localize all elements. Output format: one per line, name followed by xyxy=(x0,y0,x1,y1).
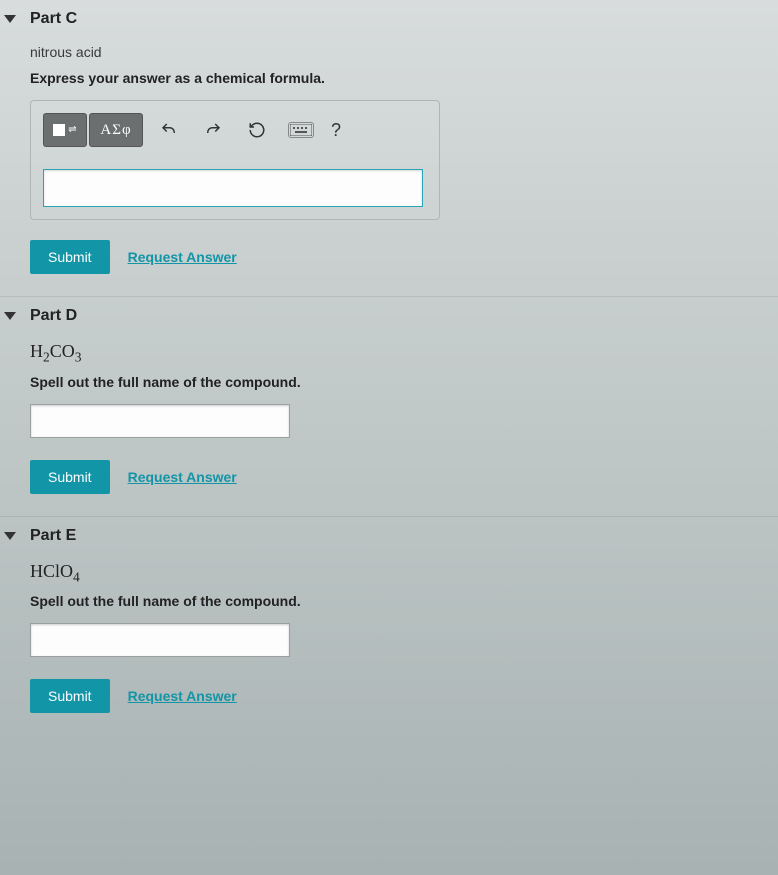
undo-button[interactable] xyxy=(151,113,187,147)
part-c-title: Part C xyxy=(30,10,77,28)
part-e-actions: Submit Request Answer xyxy=(30,679,748,713)
part-e-formula: HClO4 xyxy=(30,561,748,586)
part-e-title: Part E xyxy=(30,527,76,545)
chemistry-icon: ⇌ xyxy=(53,124,76,136)
part-e-section: Part E HClO4 Spell out the full name of … xyxy=(0,517,778,736)
submit-button[interactable]: Submit xyxy=(30,460,110,494)
redo-button[interactable] xyxy=(195,113,231,147)
request-answer-link[interactable]: Request Answer xyxy=(128,688,237,704)
part-c-instruction: Express your answer as a chemical formul… xyxy=(30,70,748,86)
part-c-prompt: nitrous acid xyxy=(30,44,748,60)
name-answer-input[interactable] xyxy=(30,623,290,657)
part-d-formula: H2CO3 xyxy=(30,341,748,366)
keyboard-button[interactable] xyxy=(283,113,319,147)
greek-symbols-button[interactable]: ΑΣφ xyxy=(89,113,143,147)
part-c-actions: Submit Request Answer xyxy=(30,240,748,274)
reset-button[interactable] xyxy=(239,113,275,147)
caret-down-icon xyxy=(4,312,16,320)
part-d-section: Part D H2CO3 Spell out the full name of … xyxy=(0,297,778,517)
part-d-header[interactable]: Part D xyxy=(0,307,748,325)
request-answer-link[interactable]: Request Answer xyxy=(128,249,237,265)
part-d-actions: Submit Request Answer xyxy=(30,460,748,494)
caret-down-icon xyxy=(4,532,16,540)
submit-button[interactable]: Submit xyxy=(30,240,110,274)
part-d-title: Part D xyxy=(30,307,77,325)
submit-button[interactable]: Submit xyxy=(30,679,110,713)
chemistry-template-button[interactable]: ⇌ xyxy=(43,113,87,147)
formula-toolbar: ⇌ ΑΣφ ? xyxy=(43,113,427,147)
formula-input-panel: ⇌ ΑΣφ ? xyxy=(30,100,440,220)
part-c-header[interactable]: Part C xyxy=(0,10,748,28)
part-c-section: Part C nitrous acid Express your answer … xyxy=(0,0,778,297)
name-answer-input[interactable] xyxy=(30,404,290,438)
help-button[interactable]: ? xyxy=(331,120,341,141)
part-e-instruction: Spell out the full name of the compound. xyxy=(30,593,748,609)
caret-down-icon xyxy=(4,15,16,23)
formula-answer-input[interactable] xyxy=(43,169,423,207)
part-e-header[interactable]: Part E xyxy=(0,527,748,545)
part-d-instruction: Spell out the full name of the compound. xyxy=(30,374,748,390)
request-answer-link[interactable]: Request Answer xyxy=(128,469,237,485)
